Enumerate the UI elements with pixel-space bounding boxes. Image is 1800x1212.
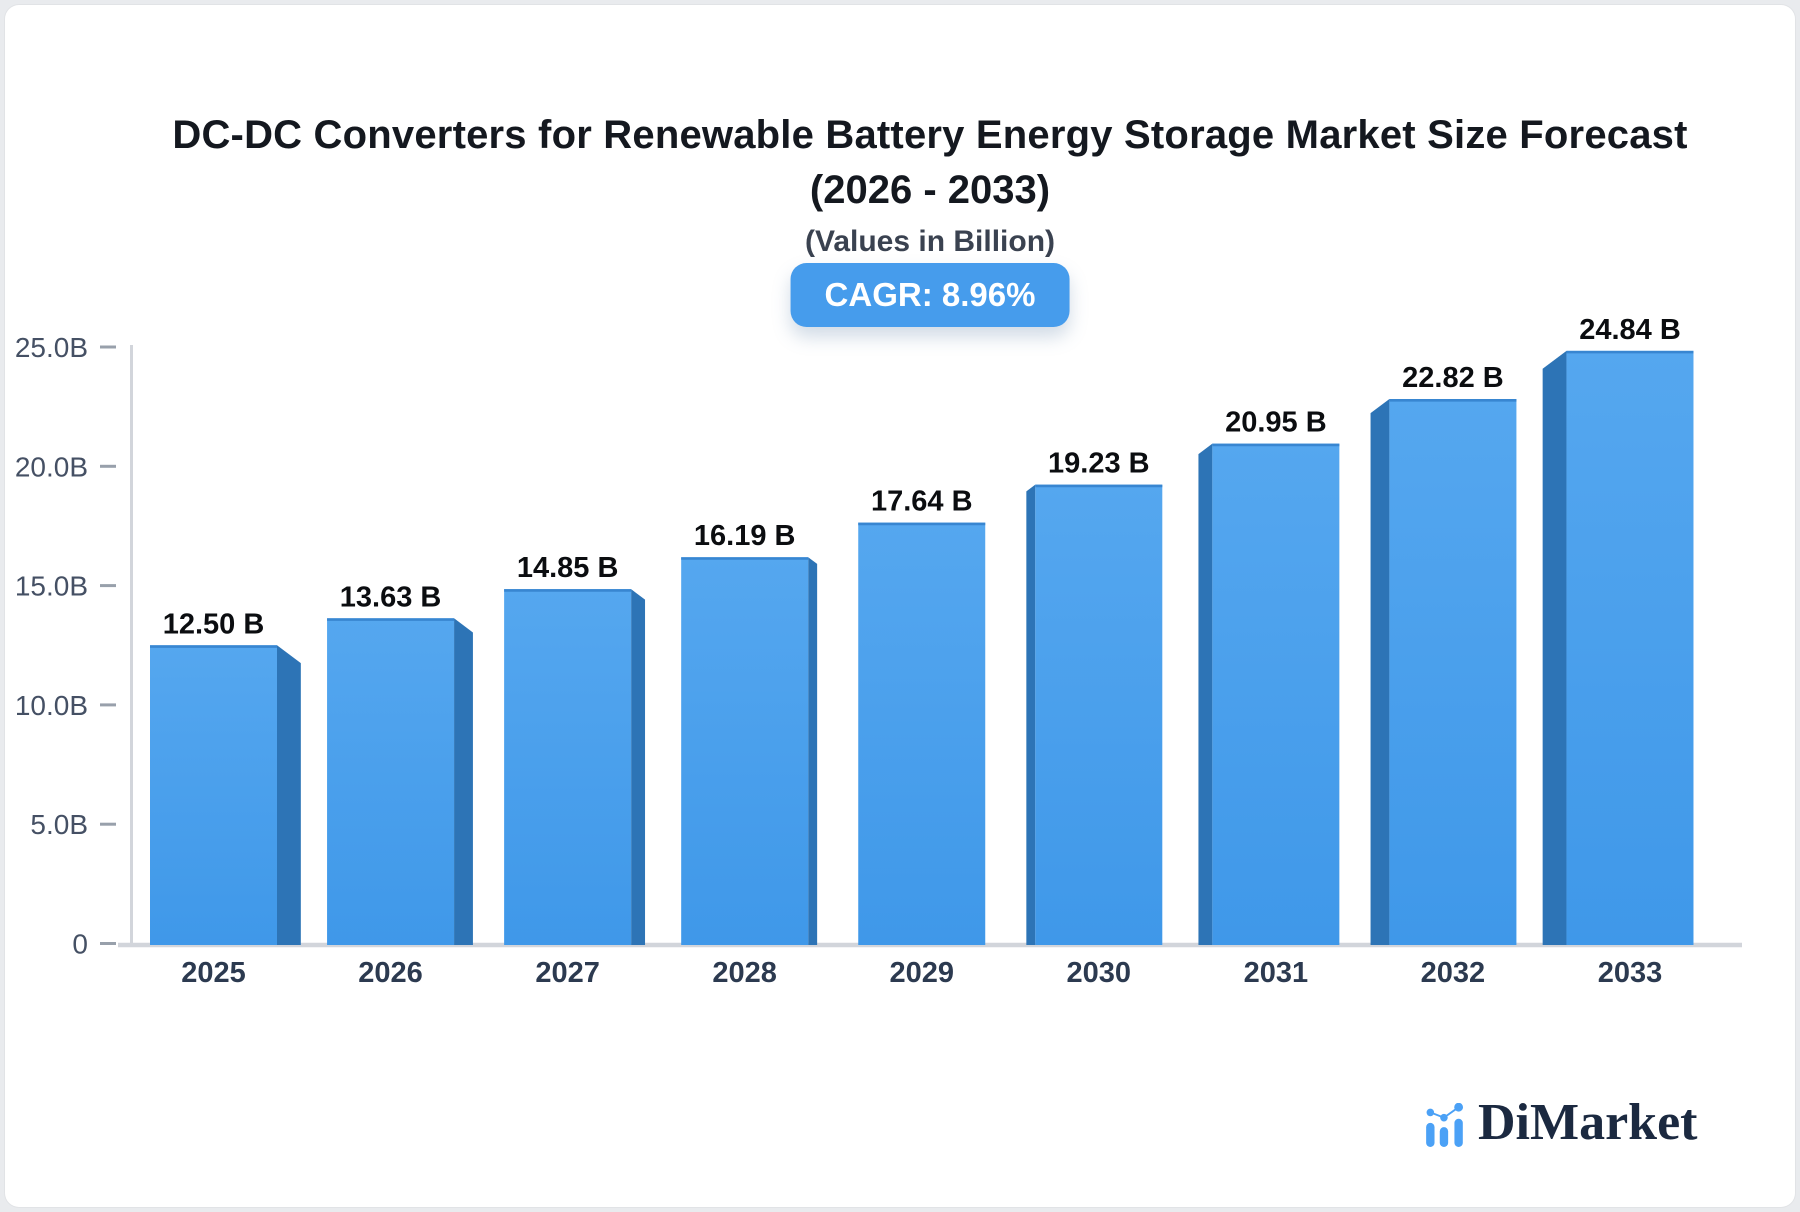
y-tick-label: 20.0B — [15, 451, 88, 482]
y-tick-label: 5.0B — [30, 809, 88, 840]
chart-title-line1: DC-DC Converters for Renewable Battery E… — [172, 113, 1688, 157]
bar — [1212, 443, 1340, 945]
bar-value-label: 19.23 B — [1048, 448, 1150, 480]
mini-bar-chart-icon — [1426, 1102, 1464, 1147]
y-tick-label: 0 — [72, 929, 88, 960]
chart-title-line2: (2026 - 2033) — [809, 168, 1051, 212]
logo-text: DiMarket — [1478, 1094, 1698, 1151]
bar — [1389, 399, 1517, 946]
bar-value-label: 16.19 B — [694, 520, 796, 552]
bar — [681, 557, 809, 945]
x-axis-year-label: 2032 — [1421, 957, 1486, 989]
bar-side-face — [1542, 350, 1567, 945]
bar-value-label: 22.82 B — [1402, 362, 1504, 394]
x-axis-year-label: 2033 — [1598, 957, 1663, 989]
bar — [858, 522, 986, 945]
bar — [1566, 350, 1694, 945]
x-axis-year-label: 2030 — [1067, 957, 1132, 989]
bar-chart: 0 5.0B 10.0B 15.0B 20.0B 25.0B 12.50 B 2025 13.6… — [15, 314, 1742, 989]
bar-side-face — [1026, 484, 1036, 945]
bar-value-label: 20.95 B — [1225, 407, 1327, 439]
bar — [504, 589, 632, 945]
x-axis-year-label: 2027 — [535, 957, 600, 989]
chart-card: DC-DC Converters for Renewable Battery E… — [5, 5, 1795, 1207]
bar-value-label: 24.84 B — [1579, 314, 1681, 346]
x-axis-year-label: 2026 — [358, 957, 423, 989]
bar-value-label: 17.64 B — [871, 486, 973, 518]
x-axis-year-label: 2031 — [1244, 957, 1309, 989]
y-tick-label: 25.0B — [15, 332, 88, 363]
bar-side-face — [454, 618, 473, 945]
bar — [1035, 484, 1163, 945]
chart-subtitle: (Values in Billion) — [804, 225, 1056, 258]
y-tick-label: 15.0B — [15, 571, 88, 602]
cagr-badge: CAGR: 8.96% — [790, 263, 1070, 327]
bar-value-label: 13.63 B — [340, 581, 442, 613]
x-axis-year-label: 2028 — [712, 957, 777, 989]
bar-side-face — [1370, 399, 1390, 946]
bar-side-face — [631, 589, 646, 945]
bar — [150, 645, 277, 945]
bar-value-label: 12.50 B — [163, 608, 265, 640]
bar — [327, 618, 455, 945]
bar-side-face — [1198, 443, 1213, 945]
x-axis-year-label: 2029 — [889, 957, 954, 989]
bar-side-face — [808, 557, 818, 945]
bar-side-face — [277, 645, 301, 945]
x-axis-year-label: 2025 — [181, 957, 246, 989]
y-tick-label: 10.0B — [15, 690, 88, 721]
dimarket-logo: DiMarket — [1425, 1094, 1698, 1151]
bar-value-label: 14.85 B — [517, 552, 619, 584]
